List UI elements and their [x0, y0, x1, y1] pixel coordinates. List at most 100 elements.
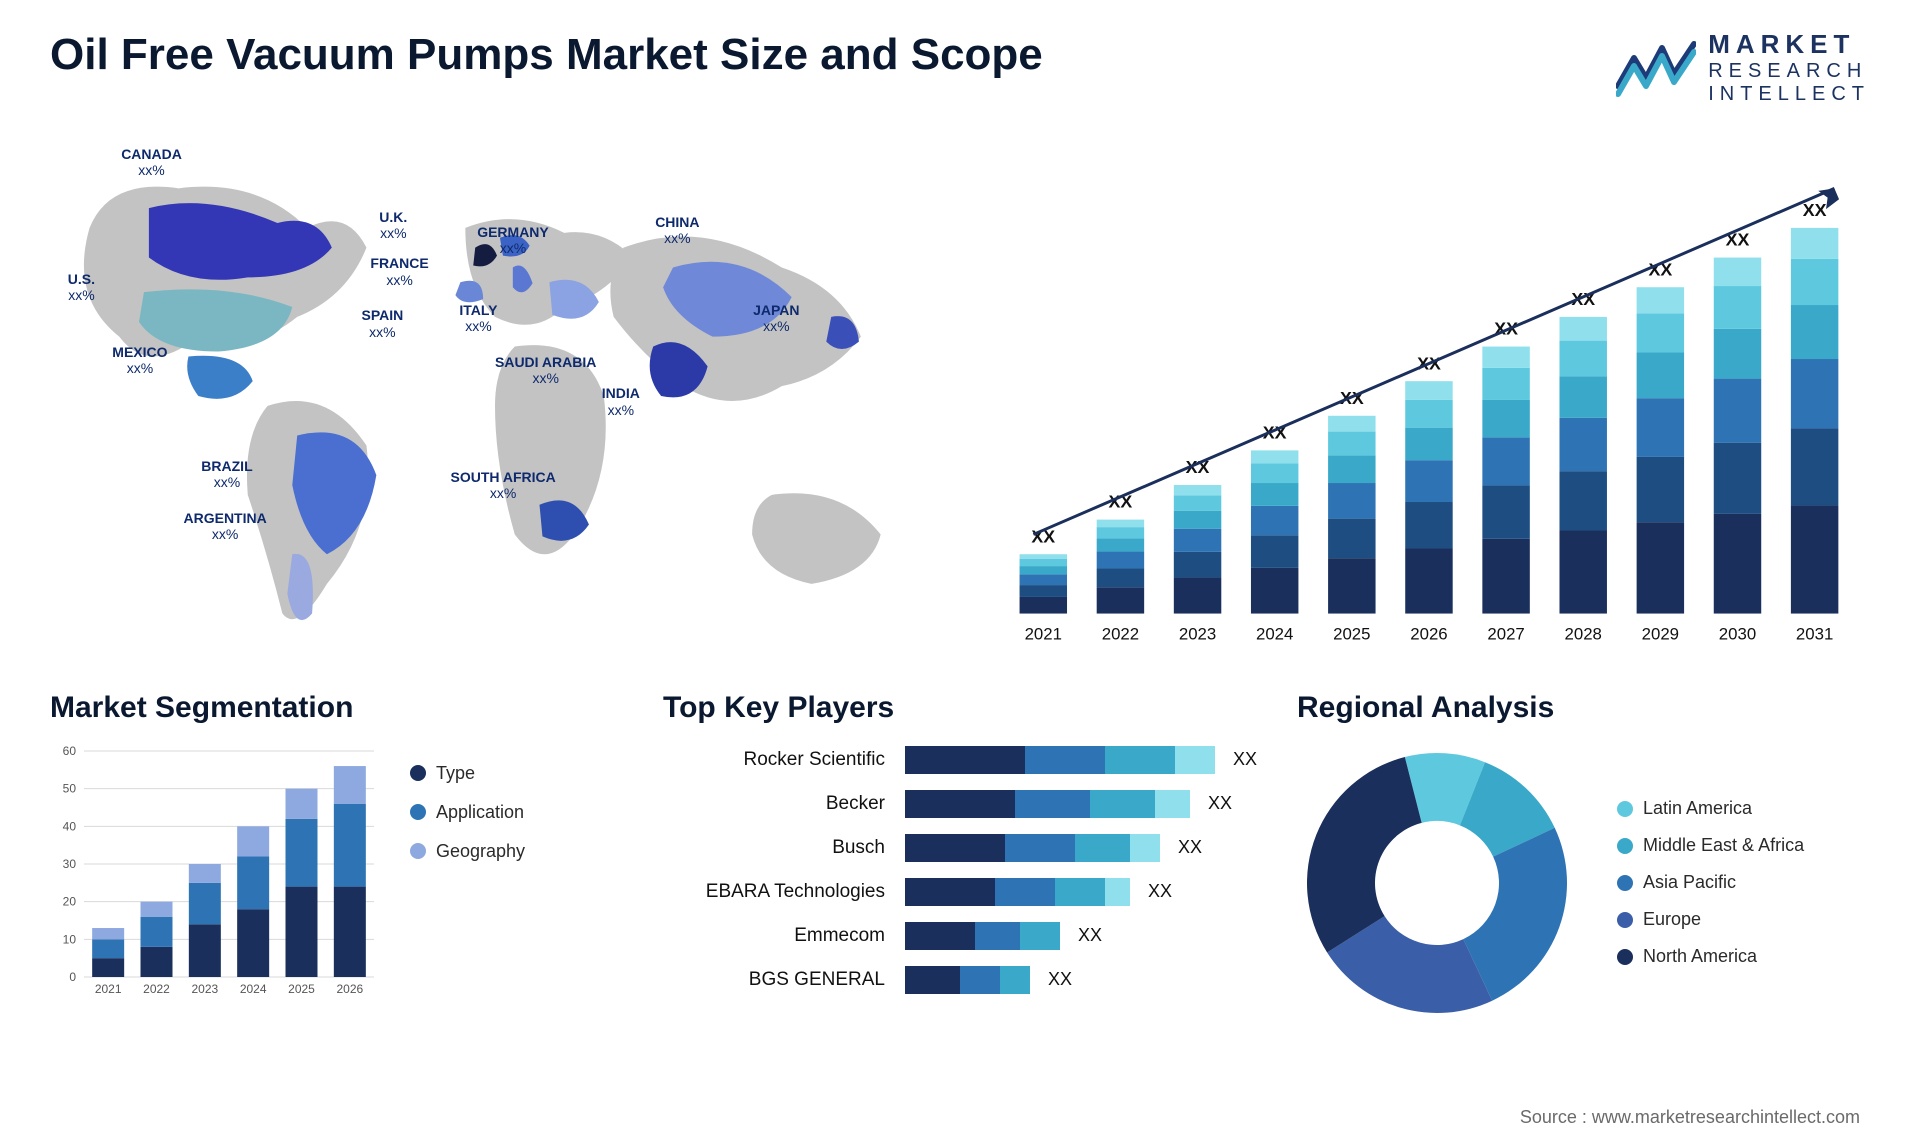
player-bar-segment: [905, 746, 1025, 774]
svg-text:60: 60: [63, 744, 77, 758]
svg-text:10: 10: [63, 932, 77, 946]
player-row: Busch XX: [663, 831, 1257, 865]
map-label: SAUDI ARABIAxx%: [495, 354, 596, 386]
player-bar-segment: [905, 922, 975, 950]
player-bar-segment: [1130, 834, 1160, 862]
map-label: INDIAxx%: [602, 385, 640, 417]
svg-text:2022: 2022: [1102, 624, 1139, 643]
segmentation-legend-item: Type: [410, 763, 525, 784]
svg-text:2031: 2031: [1796, 624, 1833, 643]
legend-dot-icon: [1617, 949, 1633, 965]
legend-dot-icon: [1617, 801, 1633, 817]
map-label: U.K.xx%: [379, 209, 407, 241]
player-bar-segment: [1005, 834, 1075, 862]
map-label: ITALYxx%: [459, 302, 497, 334]
player-name-label: EBARA Technologies: [663, 881, 893, 903]
svg-text:40: 40: [63, 819, 77, 833]
regional-donut-svg: [1297, 743, 1577, 1023]
logo-text-1: MARKET: [1708, 30, 1870, 60]
source-attribution: Source : www.marketresearchintellect.com: [1520, 1107, 1860, 1128]
svg-text:2027: 2027: [1487, 624, 1524, 643]
map-label: FRANCExx%: [370, 255, 428, 287]
svg-text:2021: 2021: [1025, 624, 1062, 643]
regional-legend-item: Asia Pacific: [1617, 872, 1804, 893]
logo-text-3: INTELLECT: [1708, 83, 1870, 106]
player-bar-segment: [1015, 790, 1090, 818]
regional-legend-item: Latin America: [1617, 798, 1804, 819]
legend-dot-icon: [1617, 838, 1633, 854]
player-bar: [905, 746, 1215, 774]
segmentation-chart-svg: 0102030405060202120222023202420252026: [50, 743, 380, 1003]
player-bar: [905, 922, 1060, 950]
player-value-label: XX: [1072, 925, 1102, 946]
svg-text:2024: 2024: [1256, 624, 1293, 643]
brand-logo: MARKET RESEARCH INTELLECT: [1616, 30, 1870, 106]
logo-text-2: RESEARCH: [1708, 60, 1870, 83]
player-name-label: Rocker Scientific: [663, 749, 893, 771]
map-label: CHINAxx%: [655, 214, 699, 246]
top-row: CANADAxx%U.S.xx%MEXICOxx%BRAZILxx%ARGENT…: [50, 136, 1870, 656]
player-bar-segment: [1175, 746, 1215, 774]
svg-text:2022: 2022: [143, 982, 170, 996]
legend-dot-icon: [1617, 912, 1633, 928]
player-bar-segment: [1075, 834, 1130, 862]
svg-text:2028: 2028: [1565, 624, 1602, 643]
player-bar: [905, 834, 1160, 862]
player-row: BeckerXX: [663, 787, 1257, 821]
svg-text:2026: 2026: [1410, 624, 1447, 643]
map-label: GERMANYxx%: [477, 224, 549, 256]
svg-text:2029: 2029: [1642, 624, 1679, 643]
player-row: Emmecom XX: [663, 919, 1257, 953]
segmentation-title: Market Segmentation: [50, 691, 623, 725]
svg-text:2023: 2023: [191, 982, 218, 996]
segmentation-legend-item: Application: [410, 802, 525, 823]
legend-dot-icon: [410, 843, 426, 859]
player-row: BGS GENERAL XX: [663, 963, 1257, 997]
player-name-label: Busch: [663, 837, 893, 859]
growth-chart-svg: XX2021XX2022XX2023XX2024XX2025XX2026XX20…: [980, 136, 1870, 656]
map-label: MEXICOxx%: [112, 344, 167, 376]
player-value-label: XX: [1172, 837, 1202, 858]
player-name-label: BGS GENERAL: [663, 969, 893, 991]
svg-text:2025: 2025: [288, 982, 315, 996]
regional-panel: Regional Analysis Latin America Middle Ea…: [1297, 691, 1870, 1023]
logo-mark-icon: [1616, 38, 1696, 98]
svg-text:2021: 2021: [95, 982, 122, 996]
players-title: Top Key Players: [663, 691, 1257, 725]
map-label: U.S.xx%: [68, 271, 95, 303]
players-panel: Top Key Players Rocker Scientific XX Becke…: [663, 691, 1257, 1023]
market-growth-chart: XX2021XX2022XX2023XX2024XX2025XX2026XX20…: [980, 136, 1870, 656]
svg-text:XX: XX: [1803, 200, 1827, 220]
header: Oil Free Vacuum Pumps Market Size and Sc…: [50, 30, 1870, 106]
svg-text:2030: 2030: [1719, 624, 1756, 643]
svg-text:2026: 2026: [336, 982, 363, 996]
player-bar-segment: [905, 966, 960, 994]
player-row: EBARA TechnologiesXX: [663, 875, 1257, 909]
player-bar-segment: [1025, 746, 1105, 774]
regional-legend-item: Middle East & Africa: [1617, 835, 1804, 856]
player-value-label: XX: [1042, 969, 1072, 990]
player-bar-segment: [1055, 878, 1105, 906]
world-map-icon: [50, 136, 940, 656]
map-label: SOUTH AFRICAxx%: [451, 469, 556, 501]
player-value-label: XX: [1227, 749, 1257, 770]
player-bar-segment: [905, 878, 995, 906]
player-bar-segment: [1020, 922, 1060, 950]
legend-dot-icon: [1617, 875, 1633, 891]
player-bar-segment: [975, 922, 1020, 950]
svg-text:20: 20: [63, 895, 77, 909]
player-bar-segment: [1105, 746, 1175, 774]
bottom-row: Market Segmentation 01020304050602021202…: [50, 691, 1870, 1023]
map-label: BRAZILxx%: [201, 458, 252, 490]
segmentation-legend-item: Geography: [410, 841, 525, 862]
player-bar-segment: [1000, 966, 1030, 994]
svg-text:2024: 2024: [240, 982, 267, 996]
legend-dot-icon: [410, 804, 426, 820]
page-title: Oil Free Vacuum Pumps Market Size and Sc…: [50, 30, 1043, 80]
regional-title: Regional Analysis: [1297, 691, 1870, 725]
player-bar: [905, 878, 1130, 906]
player-bar-segment: [905, 834, 1005, 862]
svg-text:0: 0: [69, 970, 76, 984]
player-name-label: Emmecom: [663, 925, 893, 947]
player-bar: [905, 790, 1190, 818]
